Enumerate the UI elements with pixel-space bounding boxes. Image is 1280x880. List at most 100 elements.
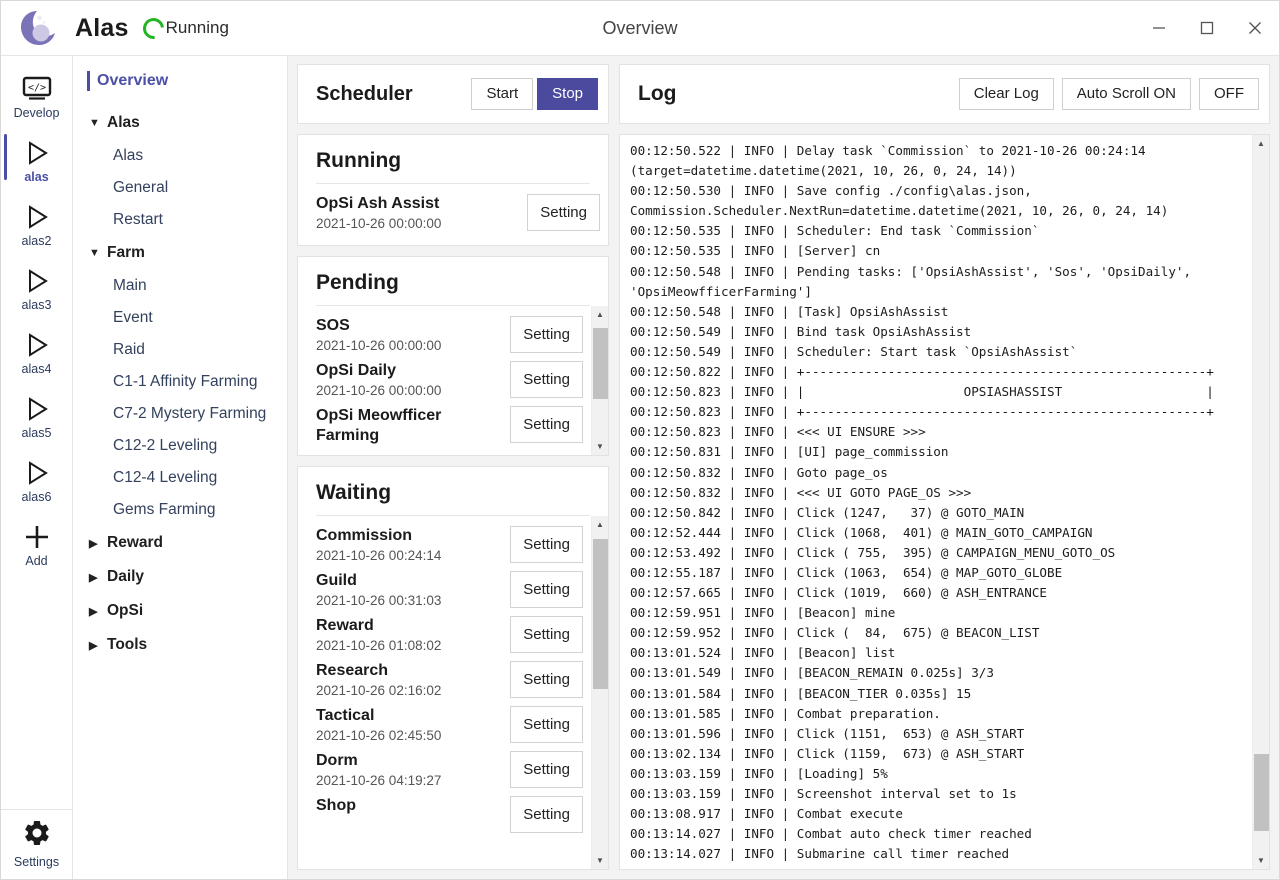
- nav-item-gems-farming[interactable]: Gems Farming: [113, 501, 216, 518]
- chevron-right-icon: ▶: [89, 605, 98, 618]
- pending-task-list: SOS 2021-10-26 00:00:00 Setting OpSi Dai…: [298, 306, 608, 455]
- task-info: Research 2021-10-26 02:16:02: [316, 661, 504, 698]
- task-name: OpSi Daily: [316, 362, 397, 379]
- play-icon: [23, 393, 51, 425]
- rail-item-settings[interactable]: Settings: [0, 809, 73, 879]
- task-setting-button[interactable]: Setting: [510, 751, 583, 788]
- task-setting-button[interactable]: Setting: [510, 796, 583, 833]
- nav-group-farm[interactable]: ▼ Farm: [73, 236, 287, 270]
- task-setting-button[interactable]: Setting: [510, 406, 583, 443]
- task-row: Tactical 2021-10-26 02:45:50 Setting: [298, 702, 591, 747]
- nav-item-raid[interactable]: Raid: [113, 341, 145, 358]
- pending-card: Pending SOS 2021-10-26 00:00:00 Setting: [297, 256, 609, 456]
- nav-group-tools[interactable]: ▶ Tools: [73, 628, 287, 662]
- task-row: Shop Setting: [298, 792, 591, 837]
- pending-scrollbar[interactable]: ▲ ▼: [591, 306, 608, 455]
- waiting-scrollbar[interactable]: ▲ ▼: [591, 516, 608, 869]
- scroll-up-icon[interactable]: ▲: [1252, 135, 1269, 152]
- divider: [316, 515, 590, 516]
- pending-title: Pending: [316, 271, 399, 294]
- nav-group-daily[interactable]: ▶ Daily: [73, 560, 287, 594]
- nav-item-c7-2-mystery-farming[interactable]: C7-2 Mystery Farming: [113, 405, 267, 422]
- nav-group-alas[interactable]: ▼ Alas: [73, 106, 287, 140]
- task-info: Dorm 2021-10-26 04:19:27: [316, 751, 504, 788]
- minimize-button[interactable]: [1135, 1, 1183, 56]
- task-setting-button[interactable]: Setting: [510, 706, 583, 743]
- rail-item-alas5[interactable]: alas5: [1, 384, 73, 448]
- task-info: OpSi Ash Assist 2021-10-26 00:00:00: [316, 194, 521, 231]
- waiting-title: Waiting: [316, 481, 392, 504]
- divider: [316, 305, 590, 306]
- play-icon: [23, 329, 51, 361]
- close-button[interactable]: [1231, 1, 1279, 56]
- nav-group-reward[interactable]: ▶ Reward: [73, 526, 287, 560]
- nav-item-c12-4-leveling[interactable]: C12-4 Leveling: [113, 469, 218, 486]
- rail-item-add[interactable]: Add: [1, 512, 73, 576]
- scrollbar-track[interactable]: [592, 533, 609, 852]
- chevron-right-icon: ▶: [89, 537, 98, 550]
- nav-item-general[interactable]: General: [113, 179, 169, 196]
- task-setting-button[interactable]: Setting: [527, 194, 600, 231]
- scheduler-stop-button[interactable]: Stop: [537, 77, 598, 111]
- task-setting-button[interactable]: Setting: [510, 616, 583, 653]
- task-time: 2021-10-26 04:19:27: [316, 773, 442, 788]
- rail-item-alas4[interactable]: alas4: [1, 320, 73, 384]
- nav-item-alas[interactable]: Alas: [113, 147, 144, 164]
- task-row: OpSi Daily 2021-10-26 00:00:00 Setting: [298, 357, 591, 402]
- rail-item-alas3[interactable]: alas3: [1, 256, 73, 320]
- task-column: Scheduler Start Stop Running OpSi: [297, 64, 609, 870]
- task-setting-button[interactable]: Setting: [510, 316, 583, 353]
- log-scrollbar[interactable]: ▲ ▼: [1252, 135, 1269, 869]
- scrollbar-thumb[interactable]: [1253, 754, 1269, 831]
- task-info: OpSi Meowfficer Farming: [316, 406, 504, 448]
- maximize-button[interactable]: [1183, 1, 1231, 56]
- scrollbar-track[interactable]: [1253, 152, 1270, 852]
- nav-item-restart[interactable]: Restart: [113, 211, 163, 228]
- scrollbar-thumb[interactable]: [592, 539, 608, 690]
- task-name: Research: [316, 662, 389, 679]
- waiting-task-rows: Commission 2021-10-26 00:24:14 Setting G…: [298, 516, 591, 869]
- nav-item-c12-2-leveling[interactable]: C12-2 Leveling: [113, 437, 218, 454]
- chevron-right-icon: ▶: [89, 571, 98, 584]
- scroll-down-icon[interactable]: ▼: [591, 852, 608, 869]
- scroll-up-icon[interactable]: ▲: [591, 306, 608, 323]
- svg-text:</>: </>: [27, 82, 45, 93]
- chevron-down-icon: ▼: [89, 247, 100, 259]
- task-setting-button[interactable]: Setting: [510, 661, 583, 698]
- scroll-up-icon[interactable]: ▲: [591, 516, 608, 533]
- window-body: </> Develop alas alas2: [0, 56, 1279, 879]
- scrollbar-track[interactable]: [592, 323, 609, 438]
- nav-item-main[interactable]: Main: [113, 277, 147, 294]
- rail-item-alas6[interactable]: alas6: [1, 448, 73, 512]
- play-icon: [23, 201, 51, 233]
- task-setting-button[interactable]: Setting: [510, 526, 583, 563]
- scroll-down-icon[interactable]: ▼: [591, 438, 608, 455]
- auto-scroll-on-button[interactable]: Auto Scroll ON: [1061, 77, 1191, 111]
- task-info: OpSi Daily 2021-10-26 00:00:00: [316, 361, 504, 398]
- scheduler-title: Scheduler: [316, 82, 413, 105]
- nav-group-opsi[interactable]: ▶ OpSi: [73, 594, 287, 628]
- window-controls: [1135, 1, 1279, 56]
- auto-scroll-off-button[interactable]: OFF: [1199, 77, 1259, 111]
- task-setting-button[interactable]: Setting: [510, 361, 583, 398]
- nav-item-event[interactable]: Event: [113, 309, 153, 326]
- task-name: SOS: [316, 317, 350, 334]
- nav-menu: Overview ▼ Alas Alas General Restart ▼ F…: [73, 56, 288, 879]
- code-icon: </>: [22, 73, 52, 105]
- rail-item-alas[interactable]: alas: [1, 128, 73, 192]
- clear-log-button[interactable]: Clear Log: [958, 77, 1054, 111]
- play-icon: [23, 457, 51, 489]
- scrollbar-thumb[interactable]: [592, 327, 608, 399]
- rail-item-alas2[interactable]: alas2: [1, 192, 73, 256]
- nav-group-label: Tools: [107, 636, 148, 653]
- task-name: Reward: [316, 617, 374, 634]
- nav-item-overview[interactable]: Overview: [73, 64, 287, 98]
- nav-item-c1-1-affinity-farming[interactable]: C1-1 Affinity Farming: [113, 373, 258, 390]
- scheduler-start-button[interactable]: Start: [471, 77, 534, 111]
- task-setting-button[interactable]: Setting: [510, 571, 583, 608]
- rail-item-develop[interactable]: </> Develop: [1, 64, 73, 128]
- log-column: Log Clear Log Auto Scroll ON OFF 00:12:5…: [619, 64, 1270, 870]
- task-name: Tactical: [316, 707, 375, 724]
- scroll-down-icon[interactable]: ▼: [1252, 852, 1269, 869]
- rail-item-label: alas5: [21, 425, 52, 440]
